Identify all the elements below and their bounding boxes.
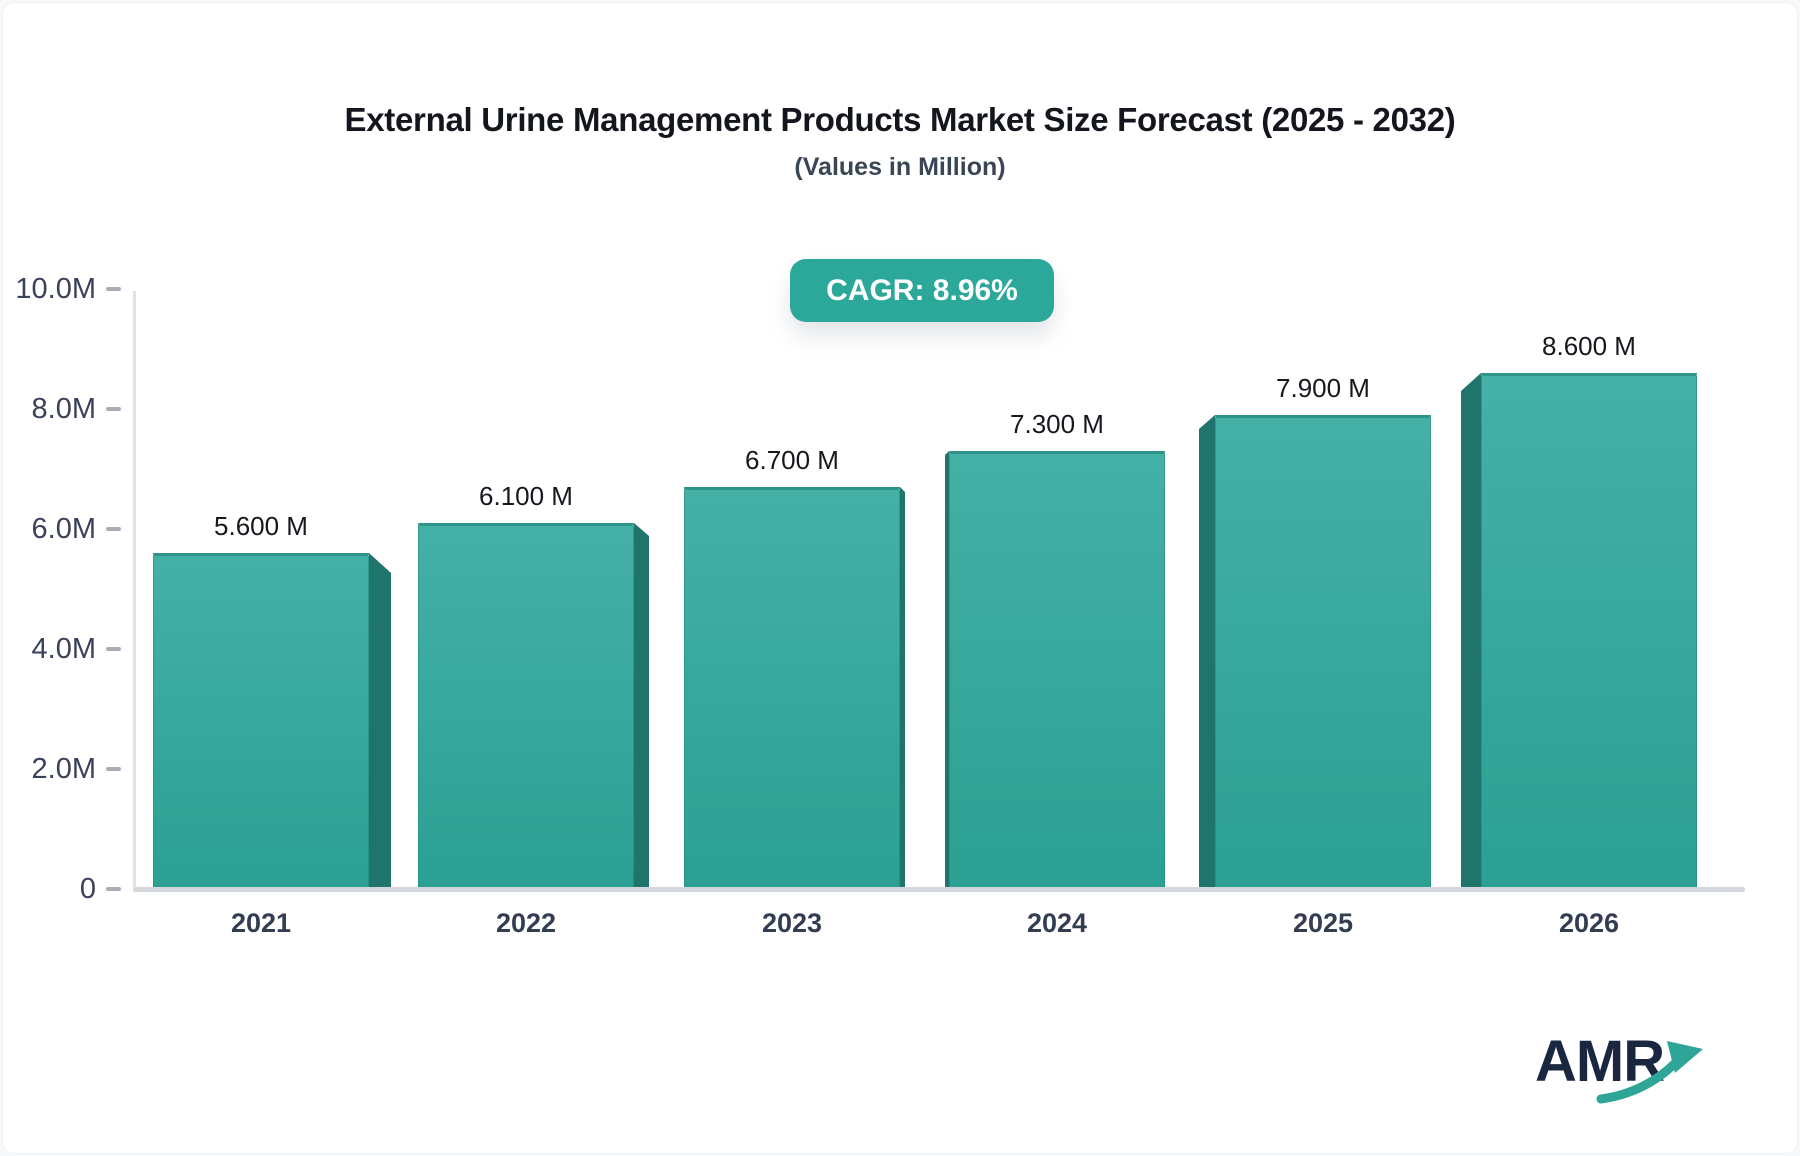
bar-side-3d	[369, 553, 391, 889]
amr-logo: AMR	[1535, 1031, 1715, 1111]
bar-value-label: 5.600 M	[214, 511, 308, 541]
bar	[684, 487, 900, 889]
x-axis-label: 2022	[495, 908, 557, 938]
bar	[418, 523, 634, 889]
bar	[1481, 373, 1697, 889]
y-axis-tick-label: 10.0M	[15, 273, 96, 305]
x-axis-label: 2023	[761, 908, 823, 938]
x-axis-label: 2024	[1026, 908, 1088, 938]
y-axis-tick-label: 8.0M	[31, 393, 96, 425]
bar-value-label: 6.100 M	[479, 481, 573, 511]
bar	[949, 451, 1165, 889]
bar	[153, 553, 369, 889]
bar-value-label: 7.300 M	[1010, 409, 1104, 439]
y-axis-tick	[106, 887, 121, 891]
y-axis-line	[133, 291, 136, 891]
bar	[1215, 415, 1431, 889]
x-axis-line	[133, 887, 1745, 892]
chart-title: External Urine Management Products Marke…	[344, 101, 1456, 138]
x-axis-label: 2026	[1558, 908, 1620, 938]
bar-side-3d	[1461, 373, 1481, 889]
y-axis-tick	[106, 767, 121, 771]
bar-side-3d	[1199, 415, 1215, 889]
bar-value-label: 7.900 M	[1276, 373, 1370, 403]
bar-value-label: 6.700 M	[745, 445, 839, 475]
y-axis-tick	[106, 647, 121, 651]
plot-area: 10.0M 8.0M 6.0M 4.0M 2.0M 0 5.600 M 2021 6.100 M…	[3, 3, 1797, 1153]
y-axis-tick	[106, 407, 121, 411]
y-axis-tick	[106, 527, 121, 531]
x-axis-label: 2021	[230, 908, 292, 938]
growth-arrow-icon	[1596, 1041, 1703, 1104]
x-axis-label: 2025	[1292, 908, 1354, 938]
y-axis-tick-label: 2.0M	[31, 753, 96, 785]
y-axis-tick	[106, 287, 121, 291]
bar-side-3d	[945, 451, 949, 889]
y-axis-tick-label: 0	[79, 873, 96, 905]
bar-value-label: 8.600 M	[1542, 331, 1636, 361]
chart-subtitle: (Values in Million)	[794, 153, 1006, 181]
y-axis-tick-label: 4.0M	[31, 633, 96, 665]
y-axis-tick-label: 6.0M	[31, 513, 96, 545]
bar-side-3d	[900, 487, 905, 889]
cagr-badge: CAGR: 8.96%	[790, 259, 1054, 322]
bar-side-3d	[634, 523, 649, 889]
